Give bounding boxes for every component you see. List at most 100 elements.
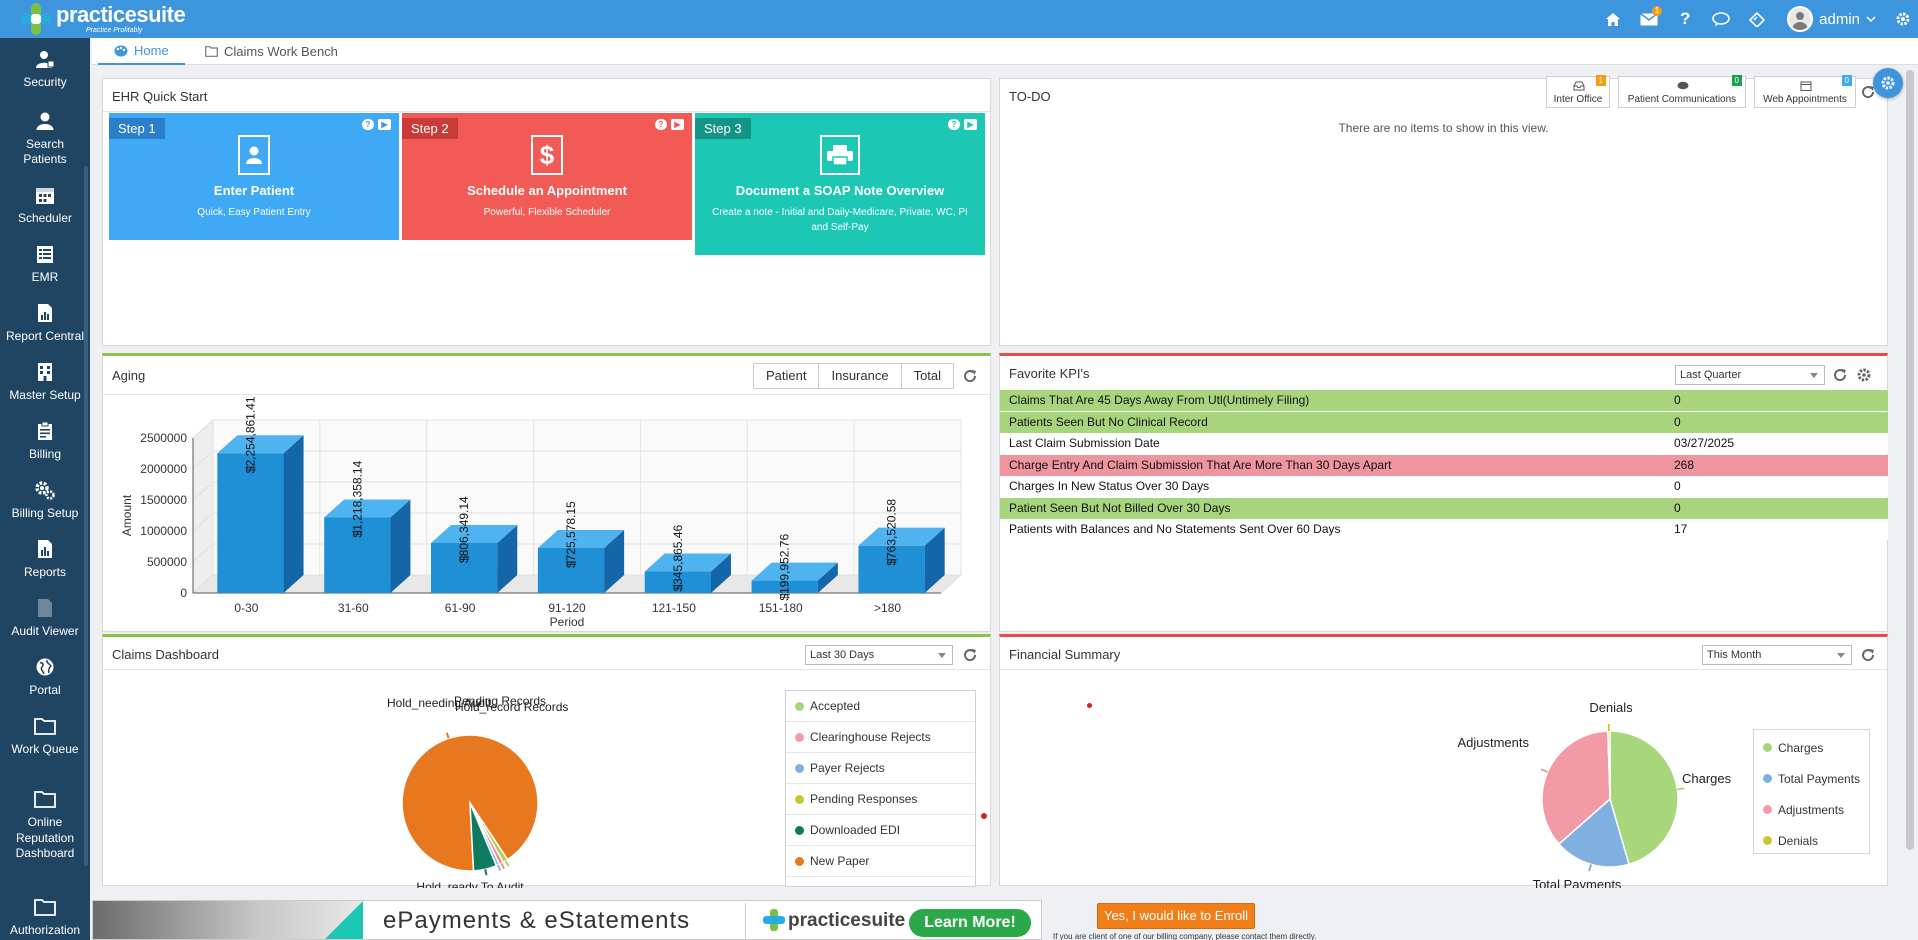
legend-payer-rejects[interactable]: Payer Rejects [786,753,975,784]
legend-label: New Paper [810,854,870,868]
sidebar-item-reports[interactable]: Reports [0,528,90,587]
kpi-row[interactable]: Claims That Are 45 Days Away From Utl(Un… [1000,390,1888,411]
logo-cross-icon [20,3,52,35]
folder-icon [34,896,56,918]
sidebar-item-authorization-desk[interactable]: Authorization Desk [0,876,90,940]
help-icon[interactable]: ? [655,119,667,130]
help-icon[interactable]: ? [362,119,374,130]
kpi-label: Patients Seen But No Clinical Record [1009,414,1208,429]
panel-title: Aging [112,368,146,383]
enroll-button[interactable]: Yes, I would like to Enroll [1097,903,1255,929]
sidebar-item-emr[interactable]: EMR [0,233,90,292]
aging-insurance-button[interactable]: Insurance [819,364,902,388]
refresh-icon[interactable] [1832,367,1848,383]
sidebar-item-master-setup[interactable]: Master Setup [0,351,90,410]
x-tick-label: >180 [874,601,901,615]
panel-title: EHR Quick Start [112,89,208,104]
legend-label: Accepted [810,699,861,713]
bar-data-label: $2,254,861.41 [243,396,257,473]
user-lock-icon [34,48,56,70]
aging-bar-151-180 [751,562,838,593]
sidebar-item-portal[interactable]: Portal [0,646,90,705]
aging-total-button[interactable]: Total [901,364,954,388]
home-icon[interactable] [1595,0,1631,38]
gear-icon[interactable] [1856,367,1872,383]
help-icon[interactable]: ? [1679,9,1691,28]
kpi-row[interactable]: Patients with Balances and No Statements… [1000,519,1888,540]
sidebar-item-work-queue[interactable]: Work Queue [0,705,90,764]
kpi-label: Last Claim Submission Date [1009,436,1160,450]
kpi-row[interactable]: Last Claim Submission Date 03/27/2025 [1000,433,1888,454]
sidebar-item-audit-viewer[interactable]: Audit Viewer [0,587,90,646]
help-icon[interactable]: ? [948,119,960,130]
patient-communications-button[interactable]: Patient Communications 0 [1618,75,1746,108]
kpi-value: 03/27/2025 [1674,436,1735,450]
page-scrollbar[interactable] [1906,70,1914,850]
legend-pending-responses[interactable]: Pending Responses [786,784,975,815]
tab-claims-work-bench[interactable]: Claims Work Bench [189,38,354,65]
kpi-row[interactable]: Charges In New Status Over 30 Days 0 [1000,476,1888,497]
video-icon[interactable]: ▶ [964,119,977,130]
sidebar-item-online-reputation-dashboard[interactable]: Online Reputation Dashboard [0,764,90,876]
gridline [192,574,214,594]
user-menu[interactable]: admin [1775,6,1888,32]
video-icon[interactable]: ▶ [671,119,684,130]
refresh-icon[interactable] [962,647,978,663]
panel-divider [103,111,990,112]
legend-label: Denials [1778,833,1819,848]
sidebar-item-search-patients[interactable]: Search Patients [0,97,90,174]
slice-connector [504,860,510,867]
financial-range-select[interactable]: This Month [1702,645,1852,665]
mail-icon[interactable]: 1 [1631,0,1667,38]
step-3-soap-note-card[interactable]: Step 3 ? ▶ Document a SOAP Note Overview … [695,113,985,255]
legend-downloaded-edi[interactable]: Downloaded EDI [786,815,975,846]
settings-gear-icon[interactable] [1888,0,1918,38]
legend-adjustments[interactable]: Adjustments [1754,794,1869,825]
sidebar-item-billing-setup[interactable]: Billing Setup [0,469,90,528]
avatar [1787,6,1814,32]
refresh-icon[interactable] [1860,647,1876,663]
kpi-row[interactable]: Patients Seen But No Clinical Record 0 [1000,411,1888,433]
practicesuite-logo[interactable]: practicesuite Practice Profitably [20,3,186,35]
web-appointments-button[interactable]: Web Appointments 0 [1754,75,1856,108]
legend-clearinghouse-rejects[interactable]: Clearinghouse Rejects [786,722,975,753]
bar-front [858,545,925,593]
step-2-schedule-card[interactable]: Step 2 ? ▶ $ Schedule an Appointment Powe… [402,113,692,240]
aging-patient-button[interactable]: Patient [754,364,820,388]
step-1-enter-patient-card[interactable]: Step 1 ? ▶ Enter Patient Quick, Easy Pati… [109,113,399,240]
legend-denials[interactable]: Denials [1754,825,1869,856]
legend-charges[interactable]: Charges [1754,732,1869,763]
claims-pie-chart: Hold_ready To Audit Hold_needing AuditPen… [387,694,568,888]
step-desc: Quick, Easy Patient Entry [197,207,311,218]
video-icon[interactable]: ▶ [378,119,391,130]
legend-accepted[interactable]: Accepted [786,691,975,722]
legend-total-payments[interactable]: Total Payments [1754,763,1869,794]
claims-range-select[interactable]: Last 30 Days [805,645,953,665]
brand-tagline: Practice Profitably [86,27,143,34]
sidebar-item-scheduler[interactable]: Scheduler [0,174,90,233]
floating-settings-button[interactable] [1873,68,1903,98]
gears-icon [34,479,56,501]
legend-dot [795,701,804,711]
epayments-banner[interactable]: ePayments & eStatements practicesuite Le… [92,900,1042,940]
chevron-down-icon [1866,16,1876,22]
kpi-row[interactable]: Charge Entry And Claim Submission That A… [1000,454,1888,476]
tab-home[interactable]: Home [98,38,185,65]
inter-office-button[interactable]: Inter Office 1 [1546,75,1610,108]
kpi-row[interactable]: Patient Seen But Not Billed Over 30 Days… [1000,497,1888,519]
chat-icon[interactable] [1703,0,1739,38]
kpi-range-select[interactable]: Last Quarter [1675,365,1825,385]
sidebar-scrollbar[interactable] [84,166,88,866]
report-doc-icon [34,538,56,560]
clipboard-icon [34,243,56,265]
sidebar-item-security[interactable]: Security [0,38,90,97]
todo-panel: TO-DO Inter Office 1 Patient Communicati… [999,75,1888,346]
legend-new-paper[interactable]: New Paper [786,846,975,877]
refresh-icon[interactable] [962,368,978,384]
aging-bar-chart: 0 500000 1000000 1500000 2000000 2500000 $2,25… [120,396,963,629]
learn-more-button[interactable]: Learn More! [909,909,1031,937]
sidebar-item-report-central[interactable]: Report Central [0,292,90,351]
sidebar-item-billing[interactable]: Billing [0,410,90,469]
panel-title: TO-DO [1009,89,1051,104]
ticket-icon[interactable] [1739,0,1775,38]
